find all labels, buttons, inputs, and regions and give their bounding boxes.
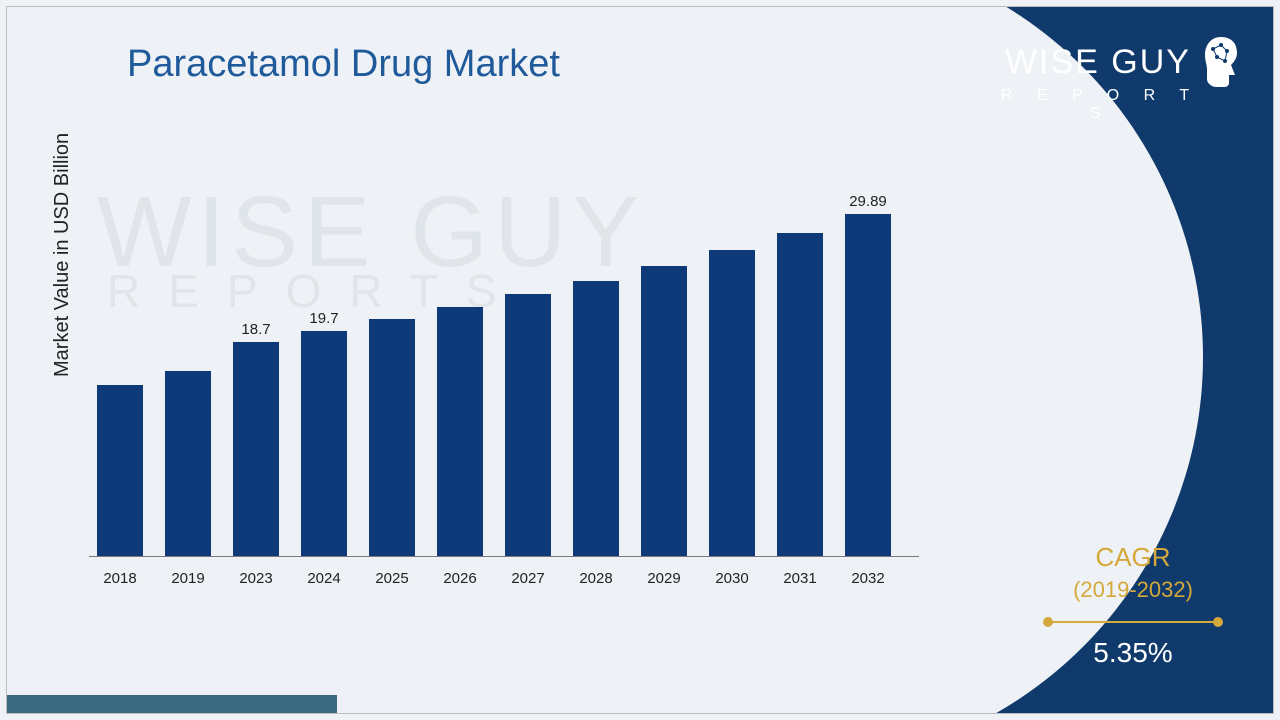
bar-2029 (641, 266, 687, 556)
bar (641, 266, 687, 556)
bar (437, 307, 483, 556)
x-tick: 2028 (573, 564, 619, 587)
cagr-range: (2019-2032) (1023, 577, 1243, 603)
x-tick: 2029 (641, 564, 687, 587)
y-axis-label: Market Value in USD Billion (51, 133, 74, 377)
bar (777, 233, 823, 556)
bar-2018 (97, 385, 143, 556)
brand-line2: R E P O R T S (995, 87, 1245, 123)
cagr-label: CAGR (1023, 542, 1243, 573)
bar (709, 250, 755, 556)
bar-2030 (709, 250, 755, 556)
x-tick: 2024 (301, 564, 347, 587)
bar-2031 (777, 233, 823, 556)
bar (165, 371, 211, 556)
bar-2027 (505, 294, 551, 556)
x-tick: 2018 (97, 564, 143, 587)
x-tick: 2026 (437, 564, 483, 587)
bar-2023: 18.7 (233, 342, 279, 556)
x-tick: 2023 (233, 564, 279, 587)
x-axis-ticks: 2018 2019 2023 2024 2025 2026 2027 2028 2029 2030… (89, 564, 919, 587)
cagr-value: 5.35% (1023, 637, 1243, 669)
chart-title: Paracetamol Drug Market (127, 43, 560, 86)
bar-value-label: 18.7 (241, 321, 270, 338)
bar (301, 331, 347, 556)
x-tick: 2030 (709, 564, 755, 587)
bar-2028 (573, 281, 619, 556)
brand-logo: WISE GUY R E P O R T S (995, 35, 1245, 123)
cagr-box: CAGR (2019-2032) 5.35% (1023, 542, 1243, 669)
bar-2032: 29.89 (845, 214, 891, 556)
x-tick: 2025 (369, 564, 415, 587)
bar (97, 385, 143, 556)
x-tick: 2032 (845, 564, 891, 587)
bar (369, 319, 415, 556)
bar-chart: 18.719.729.89 20182019202320242025202620… (89, 157, 919, 587)
bar-value-label: 29.89 (849, 193, 887, 210)
bar-2026 (437, 307, 483, 556)
bar-2019 (165, 371, 211, 556)
brand-head-icon (1197, 35, 1245, 89)
plot-area: 18.7 19.7 29.89 (89, 157, 919, 557)
bar-2024: 19.7 (301, 331, 347, 556)
x-tick: 2027 (505, 564, 551, 587)
bar-value-label: 19.7 (309, 310, 338, 327)
cagr-divider (1048, 621, 1218, 623)
bar (845, 214, 891, 556)
bar (573, 281, 619, 556)
x-tick: 2019 (165, 564, 211, 587)
bar (505, 294, 551, 556)
footer-stripe (7, 695, 337, 713)
x-tick: 2031 (777, 564, 823, 587)
frame: WISE GUY R E P O R T S CAGR (2019-2032) … (6, 6, 1274, 714)
bars-container: 18.7 19.7 29.89 (89, 157, 919, 556)
brand-line1: WISE GUY (1005, 43, 1191, 82)
bar-2025 (369, 319, 415, 556)
bar (233, 342, 279, 556)
